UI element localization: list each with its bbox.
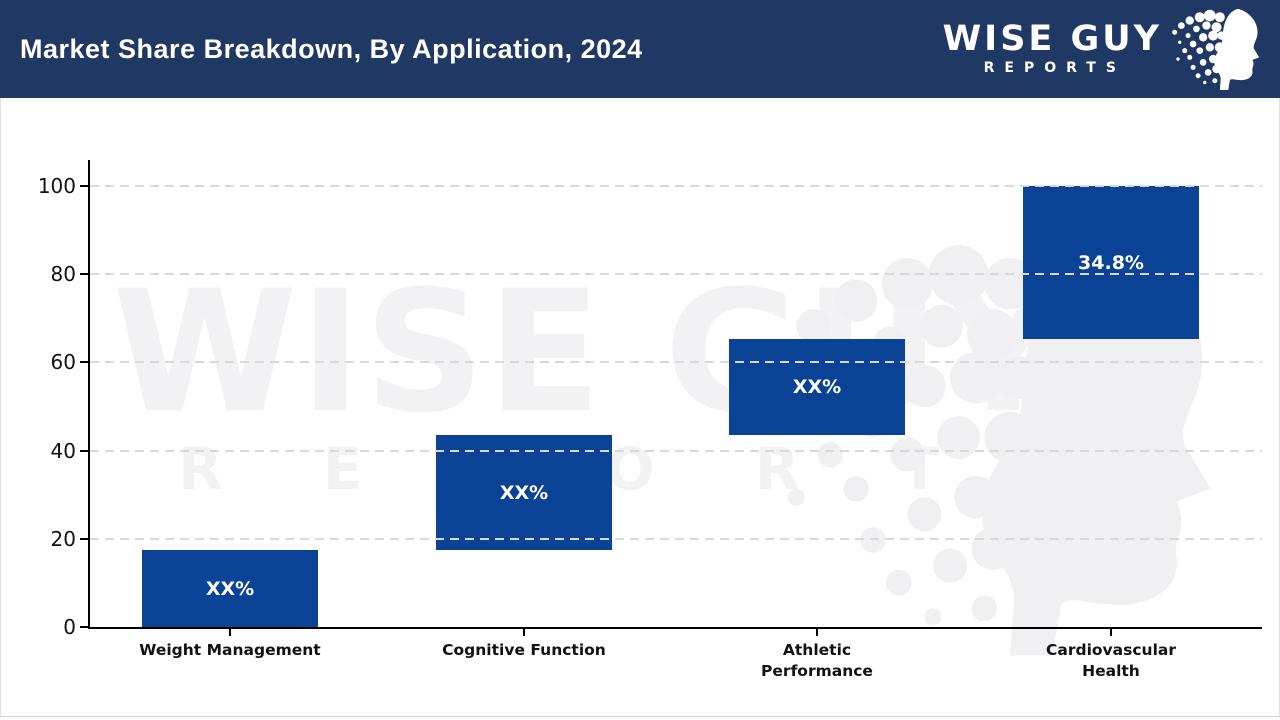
x-tick-label-line: Athletic — [782, 641, 852, 659]
gridline-20 — [90, 537, 1262, 540]
y-tick-label-80: 80 — [50, 262, 76, 287]
x-tick-label-line: Cardiovascular — [1046, 641, 1176, 659]
bar-cardiovascular-health: 34.8% — [1023, 186, 1199, 340]
bar-value-label-cognitive-function: XX% — [499, 481, 549, 504]
brand-logo: WISE GUY REPORTS — [943, 6, 1260, 92]
gridline-80 — [90, 273, 1262, 276]
bar-weight-management: XX% — [142, 550, 318, 627]
bar-value-label-weight-management: XX% — [205, 577, 255, 600]
bar-value-label-athletic-performance: XX% — [792, 376, 842, 399]
brand-name: WISE GUY — [942, 19, 1162, 59]
x-tick-cardiovascular-health — [1110, 629, 1112, 636]
page-title: Market Share Breakdown, By Application, … — [20, 33, 643, 64]
y-tick-label-20: 20 — [50, 526, 76, 551]
y-tick-label-100: 100 — [37, 174, 76, 198]
header-bar: Market Share Breakdown, By Application, … — [0, 0, 1280, 98]
bar-athletic-performance: XX% — [729, 339, 905, 436]
x-tick-label-cardiovascular-health: Cardiovascular Health — [971, 640, 1251, 682]
y-tick-label-40: 40 — [50, 438, 76, 463]
y-tick-60 — [80, 361, 89, 364]
y-axis-line — [88, 160, 90, 629]
gridline-100 — [90, 185, 1262, 187]
y-tick-80 — [80, 273, 89, 276]
x-tick-athletic-performance — [816, 629, 818, 636]
x-tick-label-line: Health — [1082, 662, 1140, 680]
gridline-60 — [90, 361, 1262, 364]
brand-subtitle: REPORTS — [983, 60, 1126, 76]
y-tick-100 — [80, 185, 89, 187]
x-tick-label-cognitive-function: Cognitive Function — [384, 640, 664, 661]
x-tick-label-athletic-performance: Athletic Performance — [677, 640, 957, 682]
bar-value-label-cardiovascular-health: 34.8% — [1078, 251, 1144, 274]
bar-cognitive-function: XX% — [436, 435, 612, 551]
y-tick-label-60: 60 — [50, 350, 76, 375]
y-tick-40 — [80, 449, 89, 452]
gridline-40 — [90, 449, 1262, 452]
x-tick-cognitive-function — [523, 629, 525, 636]
x-tick-label-line: Cognitive Function — [442, 641, 606, 659]
x-tick-label-weight-management: Weight Management — [90, 640, 370, 661]
x-tick-label-line: Weight Management — [139, 641, 321, 659]
y-tick-label-0: 0 — [63, 615, 76, 639]
y-tick-20 — [80, 537, 89, 540]
x-tick-label-line: Performance — [761, 662, 873, 680]
x-axis-line — [88, 627, 1262, 629]
brand-logo-text: WISE GUY REPORTS — [942, 19, 1162, 77]
bottom-divider — [0, 716, 1280, 717]
brand-head-icon — [1172, 8, 1260, 90]
y-tick-0 — [80, 626, 89, 628]
x-tick-weight-management — [229, 629, 231, 636]
